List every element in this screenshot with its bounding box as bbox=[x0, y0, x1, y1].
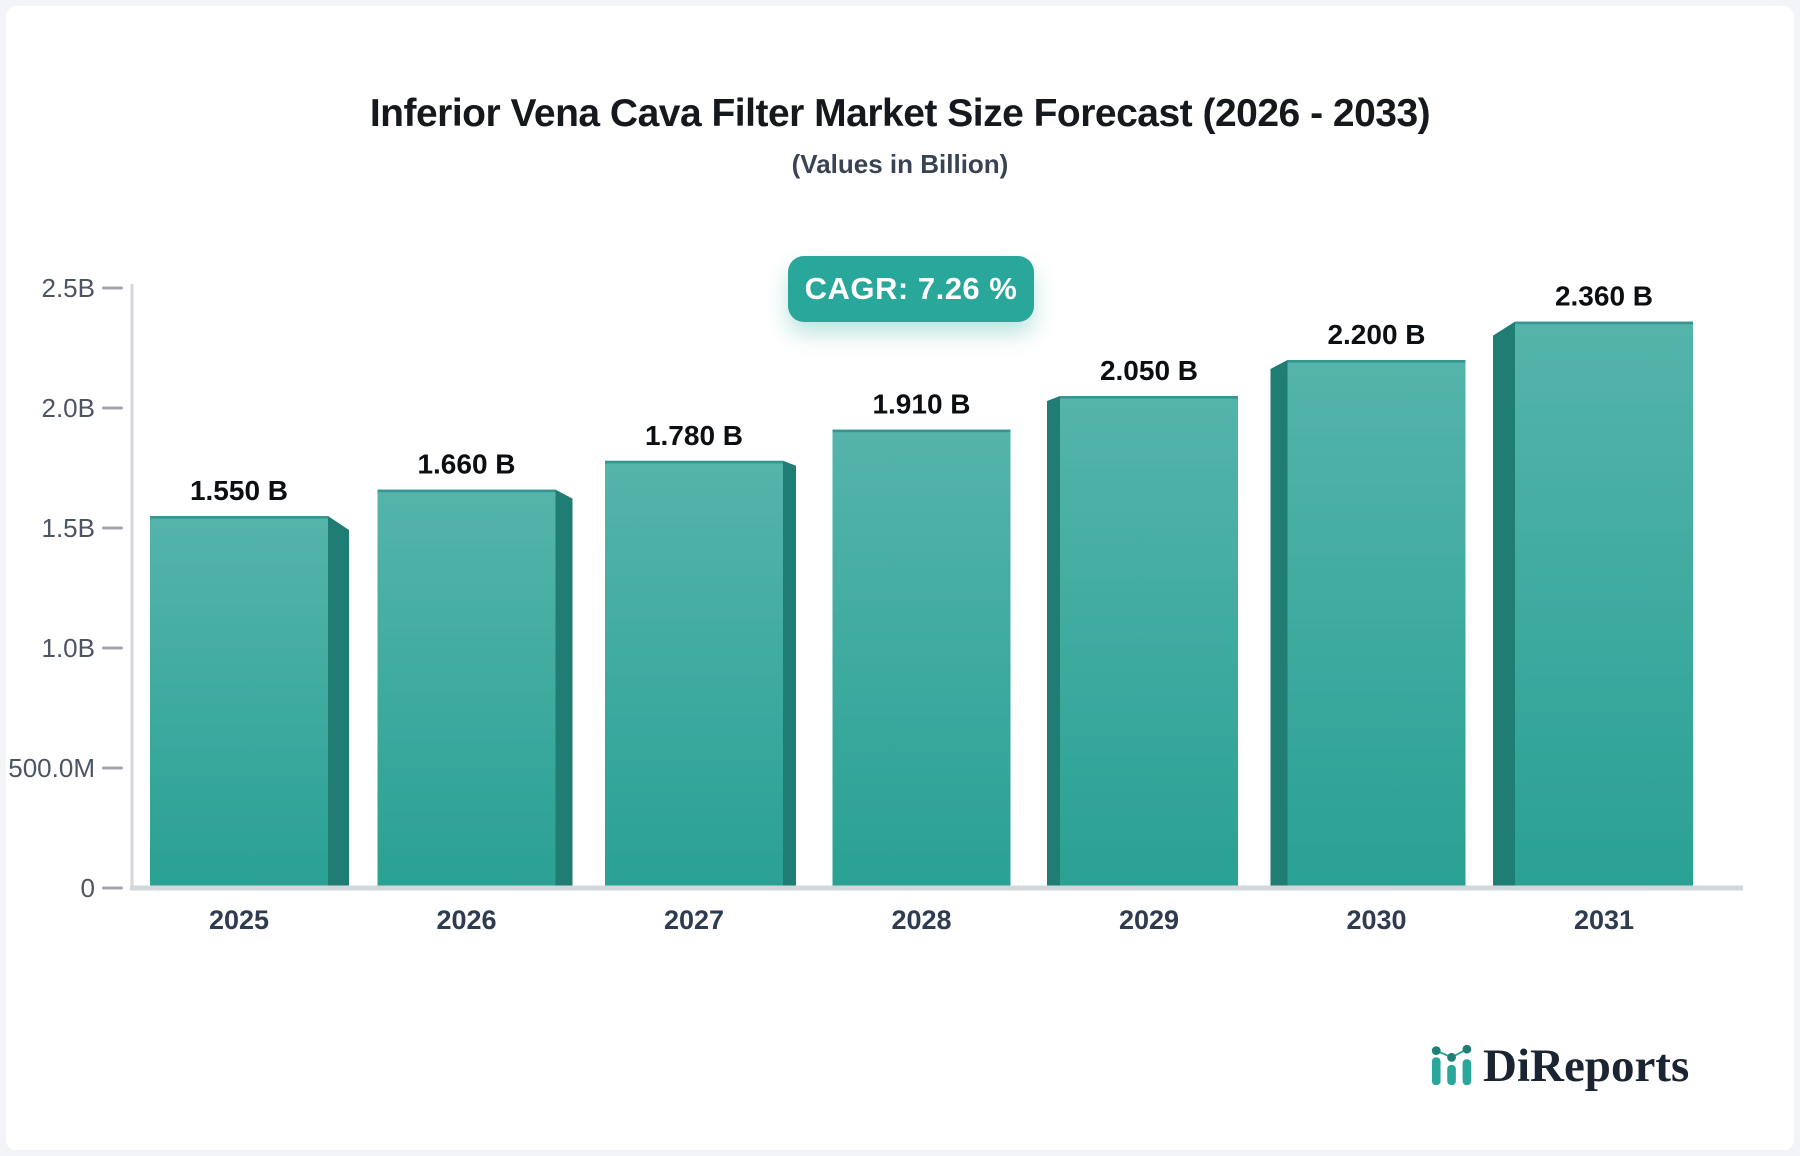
bar-2031: 2.360 B 2031 bbox=[1493, 281, 1693, 935]
y-tick-label: 500.0M bbox=[8, 753, 95, 783]
bar-front-face bbox=[1060, 396, 1238, 888]
cagr-badge-label: CAGR: 7.26 % bbox=[804, 271, 1018, 306]
y-tick-dash bbox=[102, 646, 123, 650]
bar-top-edge bbox=[1287, 360, 1466, 363]
bar-2026: 1.660 B 2026 bbox=[377, 449, 573, 935]
x-category-label: 2029 bbox=[1119, 905, 1179, 935]
bar-front-face bbox=[150, 516, 328, 888]
y-tick-dash bbox=[102, 766, 123, 770]
bar-front-face bbox=[832, 429, 1011, 888]
bar-top-edge bbox=[832, 429, 1011, 433]
bar-front-face bbox=[1287, 360, 1466, 888]
direports-logo: DiReports bbox=[1430, 1032, 1690, 1092]
bar-2027: 1.780 B 2027 bbox=[605, 420, 796, 935]
y-tick-dash bbox=[102, 406, 123, 410]
bar-top-edge bbox=[150, 516, 328, 519]
bar-2029: 2.050 B 2029 bbox=[1047, 355, 1238, 935]
x-axis-line bbox=[130, 885, 1743, 891]
y-tick-label: 1.5B bbox=[42, 513, 96, 543]
x-category-label: 2025 bbox=[209, 905, 269, 935]
bar-value-label: 1.660 B bbox=[417, 449, 515, 480]
bar-2030: 2.200 B 2030 bbox=[1270, 319, 1466, 935]
x-category-label: 2030 bbox=[1346, 905, 1406, 935]
bar-side-face bbox=[1047, 396, 1060, 888]
bar-value-label: 2.360 B bbox=[1555, 281, 1653, 312]
x-category-label: 2028 bbox=[891, 905, 951, 935]
x-category-label: 2031 bbox=[1574, 905, 1634, 935]
y-tick-label: 2.5B bbox=[42, 273, 96, 303]
y-tick-label: 0 bbox=[81, 873, 95, 903]
bar-2028: 1.910 B 2028 bbox=[832, 389, 1011, 935]
bar-side-face bbox=[555, 489, 573, 888]
y-tick-dash bbox=[102, 286, 123, 290]
bar-top-edge bbox=[1515, 321, 1693, 325]
bar-top-edge bbox=[377, 489, 556, 493]
bar-chart-trend-icon bbox=[1431, 1044, 1472, 1086]
bar-value-label: 2.050 B bbox=[1100, 355, 1198, 386]
y-tick-label: 2.0B bbox=[42, 393, 96, 423]
y-tick-dash bbox=[102, 886, 123, 890]
y-axis-line bbox=[130, 284, 134, 890]
bar-value-label: 1.780 B bbox=[645, 420, 743, 451]
bar-top-edge bbox=[1060, 396, 1238, 399]
bar-value-label: 1.550 B bbox=[190, 475, 288, 506]
bar-front-face bbox=[377, 489, 556, 888]
bar-value-label: 2.200 B bbox=[1327, 319, 1425, 350]
bar-2025: 1.550 B 2025 bbox=[150, 475, 349, 935]
x-category-label: 2026 bbox=[436, 905, 496, 935]
bar-side-face bbox=[328, 516, 349, 888]
bar-side-face bbox=[1270, 360, 1288, 888]
cagr-badge: CAGR: 7.26 % bbox=[788, 256, 1034, 322]
x-category-label: 2027 bbox=[664, 905, 724, 935]
logo-text: DiReports bbox=[1483, 1039, 1690, 1092]
bar-front-face bbox=[605, 460, 783, 888]
bar-top-edge bbox=[605, 460, 783, 464]
bar-front-face bbox=[1515, 321, 1693, 889]
bar-side-face bbox=[783, 460, 796, 888]
y-tick-label: 1.0B bbox=[42, 633, 96, 663]
bar-value-label: 1.910 B bbox=[872, 389, 970, 420]
bar-side-face bbox=[1493, 321, 1515, 889]
y-tick-dash bbox=[102, 526, 123, 530]
